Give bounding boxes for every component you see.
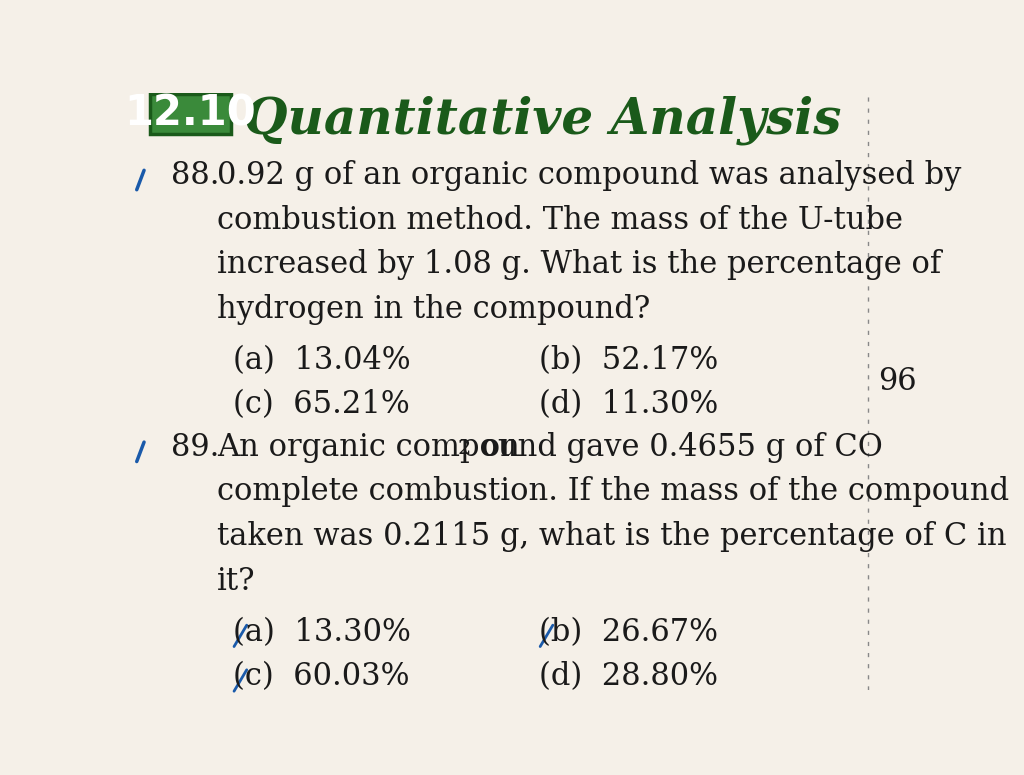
Text: (a)  13.30%: (a) 13.30% xyxy=(232,617,411,648)
Text: (c)  65.21%: (c) 65.21% xyxy=(232,390,410,421)
Text: combustion method. The mass of the U-tube: combustion method. The mass of the U-tub… xyxy=(217,205,903,236)
Text: (a)  13.04%: (a) 13.04% xyxy=(232,345,411,376)
Text: Quantitative Analysis: Quantitative Analysis xyxy=(245,95,842,145)
Text: taken was 0.2115 g, what is the percentage of C in: taken was 0.2115 g, what is the percenta… xyxy=(217,521,1007,552)
Text: (d)  28.80%: (d) 28.80% xyxy=(539,661,718,692)
Text: 89.: 89. xyxy=(171,432,219,463)
Text: complete combustion. If the mass of the compound: complete combustion. If the mass of the … xyxy=(217,477,1010,508)
Text: 88.: 88. xyxy=(171,160,219,191)
Text: (c)  60.03%: (c) 60.03% xyxy=(232,661,410,692)
Text: increased by 1.08 g. What is the percentage of: increased by 1.08 g. What is the percent… xyxy=(217,250,941,281)
Text: (b)  52.17%: (b) 52.17% xyxy=(539,345,718,376)
Text: 96: 96 xyxy=(879,367,916,398)
Text: on: on xyxy=(472,432,520,463)
Text: An organic compound gave 0.4655 g of CO: An organic compound gave 0.4655 g of CO xyxy=(217,432,883,463)
Text: 12.10: 12.10 xyxy=(125,93,256,135)
Text: (b)  26.67%: (b) 26.67% xyxy=(539,617,718,648)
Text: 0.92 g of an organic compound was analysed by: 0.92 g of an organic compound was analys… xyxy=(217,160,962,191)
Text: hydrogen in the compound?: hydrogen in the compound? xyxy=(217,294,650,325)
Text: 2: 2 xyxy=(458,439,471,458)
Text: (d)  11.30%: (d) 11.30% xyxy=(539,390,718,421)
Text: it?: it? xyxy=(217,566,256,597)
FancyBboxPatch shape xyxy=(150,94,231,134)
